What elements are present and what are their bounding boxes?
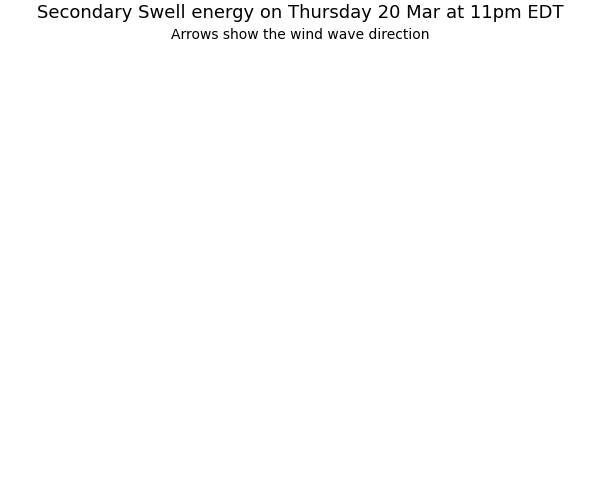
Text: Secondary Swell energy on Thursday 20 Mar at 11pm EDT: Secondary Swell energy on Thursday 20 Ma… (37, 4, 564, 22)
Text: Map (Cartopy not available): Map (Cartopy not available) (165, 257, 436, 275)
Text: Arrows show the wind wave direction: Arrows show the wind wave direction (171, 28, 430, 42)
